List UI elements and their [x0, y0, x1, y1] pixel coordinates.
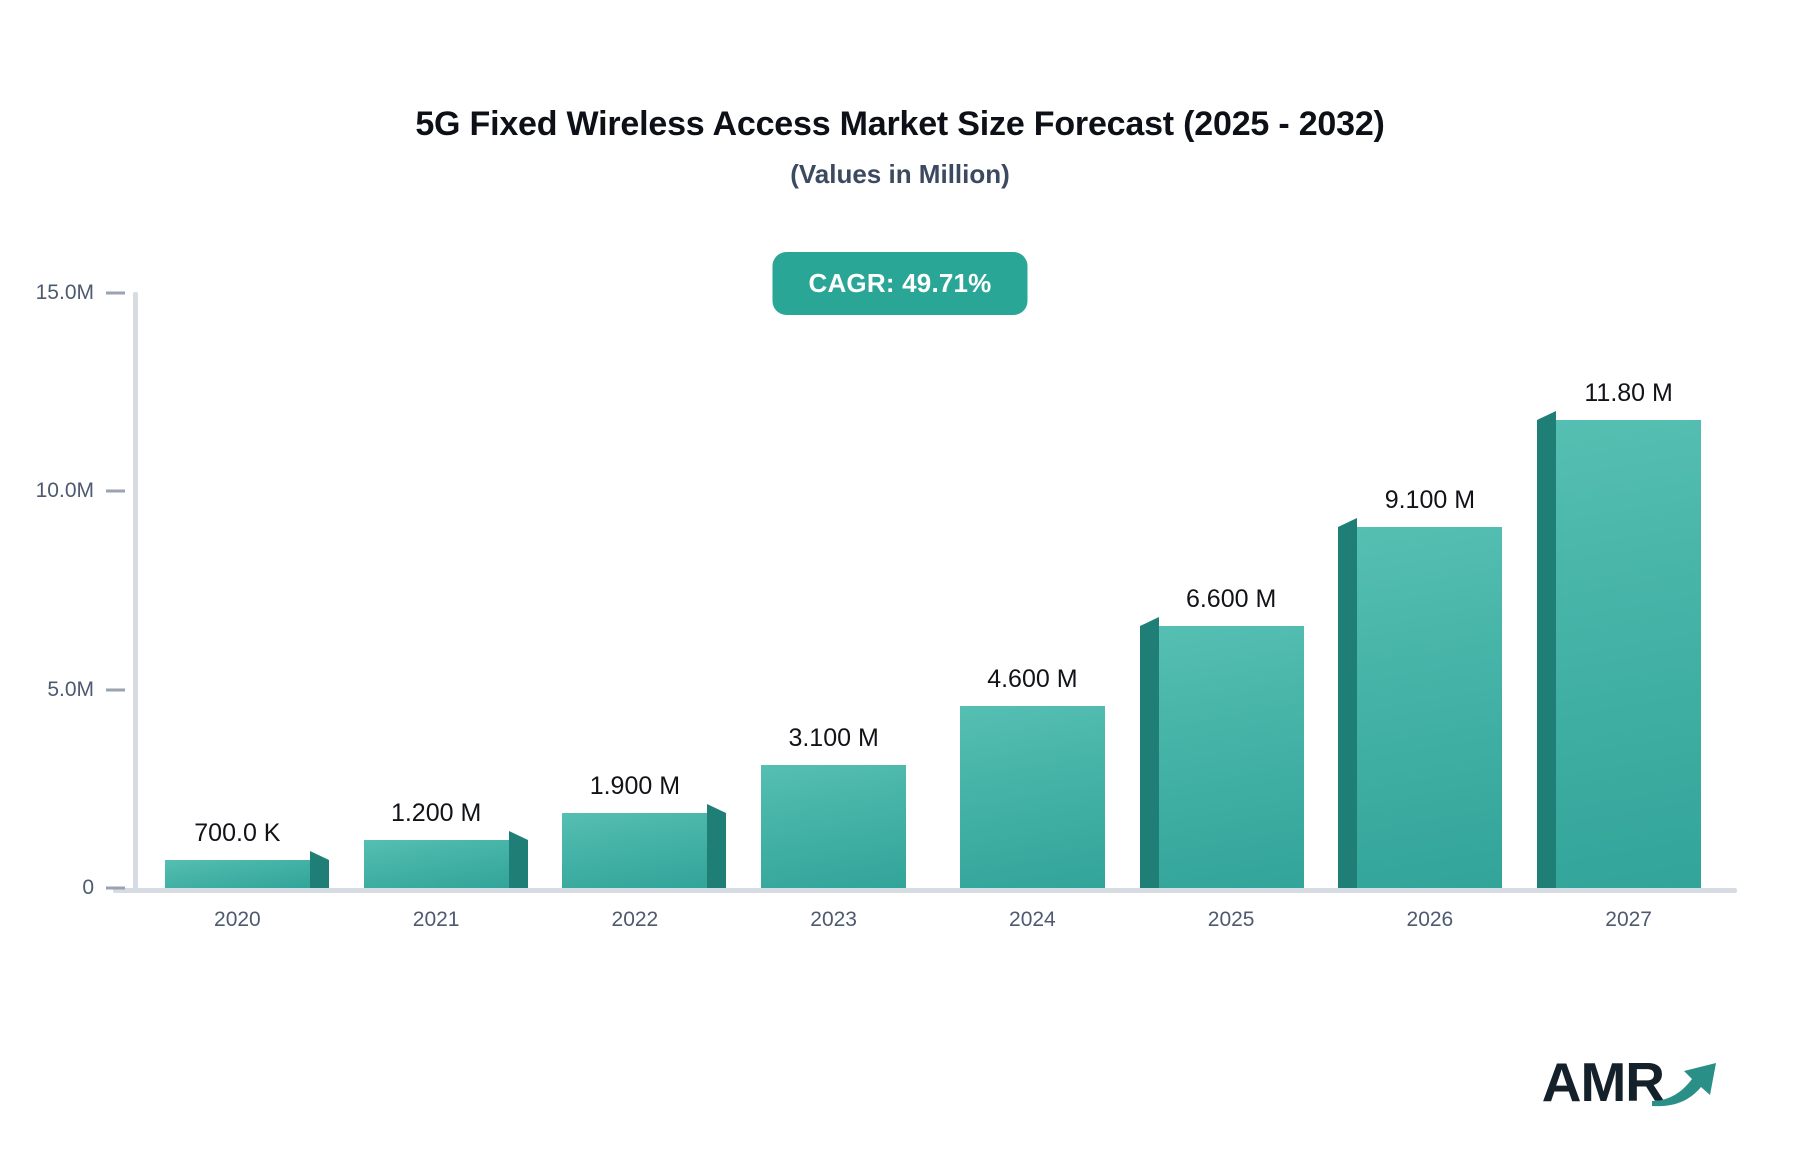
bar-3d-side-face — [1139, 617, 1159, 888]
bar-3d-side-face — [309, 851, 329, 888]
bar-group[interactable]: 9.100 M — [1338, 293, 1503, 888]
bar[interactable] — [164, 851, 329, 888]
bar[interactable] — [1139, 617, 1304, 888]
y-axis-tick-label: 0 — [82, 876, 94, 899]
bar[interactable] — [761, 765, 907, 888]
bar[interactable] — [1338, 518, 1503, 888]
x-axis-tick-label: 2020 — [214, 908, 261, 931]
bar-value-label: 3.100 M — [788, 724, 879, 753]
y-axis-tick-mark — [106, 489, 125, 493]
bar-value-label: 4.600 M — [987, 664, 1078, 693]
amr-logo: AMR — [1542, 1051, 1722, 1114]
x-axis-tick-label: 2023 — [810, 908, 857, 931]
bar-value-label: 1.200 M — [390, 799, 482, 828]
bar-value-label: 6.600 M — [1185, 585, 1277, 614]
bar-value-label: 1.900 M — [589, 771, 681, 800]
y-axis-tick-label: 5.0M — [47, 677, 94, 701]
cagr-badge: CAGR: 49.71% — [772, 252, 1028, 315]
amr-wordmark: AMR — [1541, 1051, 1665, 1113]
bar-value-label: 9.100 M — [1384, 486, 1476, 515]
bar[interactable] — [1537, 410, 1702, 888]
x-axis-tick-label: 2027 — [1605, 908, 1652, 931]
x-axis-tick-label: 2025 — [1207, 908, 1255, 931]
x-axis-tick-label: 2026 — [1406, 908, 1454, 931]
bar[interactable] — [562, 803, 727, 888]
bars-layer: 700.0 K 1.200 M 1.900 M 3.100 M 4.600 M 6.600… — [138, 293, 1728, 888]
bar-3d-side-face — [1537, 410, 1557, 888]
bar-3d-side-face — [508, 831, 528, 888]
y-axis-tick-mark — [106, 688, 125, 692]
bar-group[interactable]: 6.600 M — [1139, 293, 1304, 888]
x-axis-baseline — [113, 888, 1737, 893]
bar-value-label: 700.0 K — [194, 819, 281, 848]
bar[interactable] — [363, 831, 528, 888]
bar-3d-side-face — [707, 803, 727, 888]
y-axis-tick-label: 10.0M — [35, 479, 94, 503]
bar-group[interactable]: 4.600 M — [959, 293, 1105, 888]
x-axis-tick-label: 2022 — [611, 908, 659, 931]
bar-group[interactable]: 1.900 M — [562, 293, 727, 888]
page-title: 5G Fixed Wireless Access Market Size For… — [415, 105, 1385, 143]
bar-value-label: 11.80 M — [1584, 378, 1673, 407]
bar[interactable] — [959, 705, 1105, 888]
bar-group[interactable]: 11.80 M — [1537, 293, 1702, 888]
x-axis-tick-label: 2021 — [412, 908, 460, 931]
bar-group[interactable]: 1.200 M — [363, 293, 528, 888]
y-axis-tick-label: 15.0M — [35, 281, 94, 304]
bar-group[interactable]: 3.100 M — [761, 293, 907, 888]
y-axis-spine — [133, 292, 138, 892]
x-axis-tick-label: 2024 — [1009, 908, 1056, 931]
growth-arrow-icon — [1650, 1051, 1722, 1112]
bar-3d-side-face — [1338, 518, 1358, 888]
y-axis-tick-mark — [106, 291, 125, 295]
y-axis-tick-mark — [106, 886, 125, 890]
chart-header: 5G Fixed Wireless Access Market Size For… — [0, 105, 1800, 190]
chart-subtitle: (Values in Million) — [790, 159, 1010, 190]
bar-group[interactable]: 700.0 K — [164, 293, 329, 888]
